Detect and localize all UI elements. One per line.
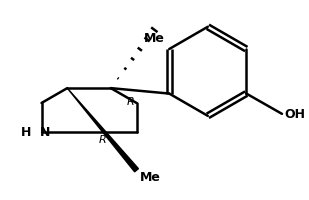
Text: OH: OH [284,108,305,121]
Polygon shape [67,89,138,172]
Text: N: N [40,126,50,138]
Text: H: H [21,126,32,138]
Text: Me: Me [140,170,161,183]
Text: R: R [99,134,107,144]
Text: R: R [127,97,134,106]
Text: Me: Me [144,32,165,45]
